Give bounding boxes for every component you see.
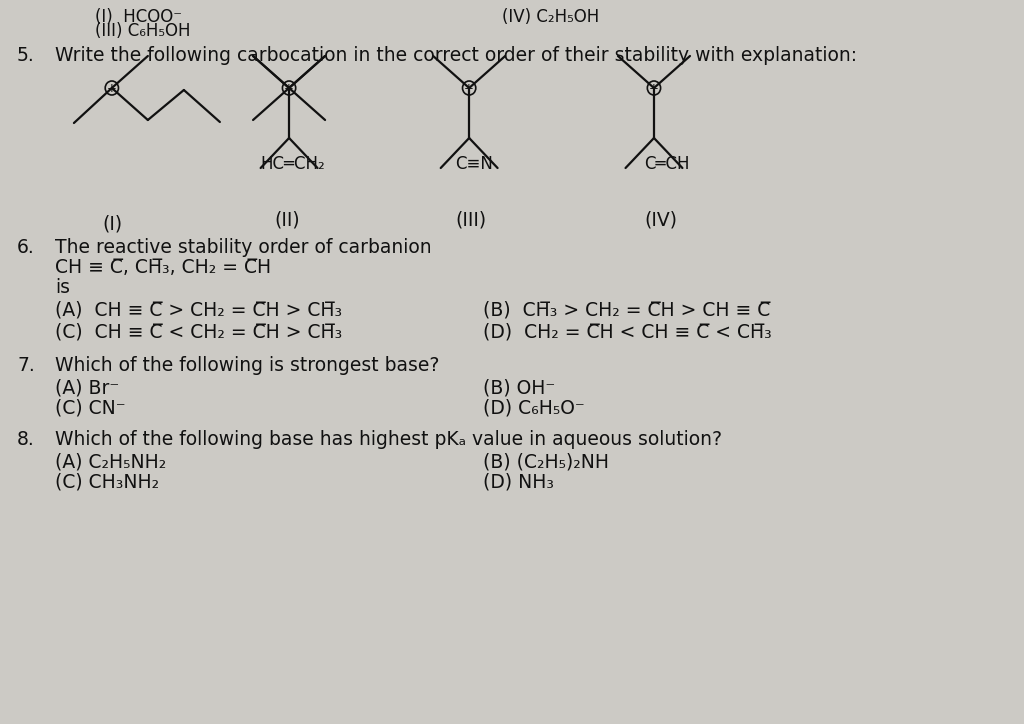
Text: (I)  HCOO⁻: (I) HCOO⁻ bbox=[95, 8, 182, 26]
Text: (A) Br⁻: (A) Br⁻ bbox=[55, 378, 119, 397]
Text: 8.: 8. bbox=[17, 430, 35, 449]
Text: C≡N: C≡N bbox=[455, 155, 493, 173]
Text: (A) C₂H₅NH₂: (A) C₂H₅NH₂ bbox=[55, 452, 166, 471]
Text: C═CH: C═CH bbox=[644, 155, 690, 173]
Text: 7.: 7. bbox=[17, 356, 35, 375]
Text: (D) NH₃: (D) NH₃ bbox=[483, 472, 554, 491]
Text: (I): (I) bbox=[102, 215, 123, 234]
Text: (D) C₆H₅O⁻: (D) C₆H₅O⁻ bbox=[483, 398, 585, 417]
Text: +: + bbox=[106, 82, 117, 95]
Text: (A)  CH ≡ C̅ > CH₂ = C̅H > CH̅₃: (A) CH ≡ C̅ > CH₂ = C̅H > CH̅₃ bbox=[55, 300, 342, 319]
Text: (IV): (IV) bbox=[644, 210, 678, 229]
Text: The reactive stability order of carbanion: The reactive stability order of carbanio… bbox=[55, 238, 431, 257]
Text: Which of the following is strongest base?: Which of the following is strongest base… bbox=[55, 356, 439, 375]
Text: +: + bbox=[464, 82, 474, 95]
Text: (C)  CH ≡ C̅ < CH₂ = C̅H > CH̅₃: (C) CH ≡ C̅ < CH₂ = C̅H > CH̅₃ bbox=[55, 322, 342, 341]
Text: (III) C₆H₅OH: (III) C₆H₅OH bbox=[95, 22, 190, 40]
Text: (B) (C₂H₅)₂NH: (B) (C₂H₅)₂NH bbox=[483, 452, 609, 471]
Text: (D)  CH₂ = C̅H < CH ≡ C̅ < CH̅₃: (D) CH₂ = C̅H < CH ≡ C̅ < CH̅₃ bbox=[483, 322, 772, 341]
Text: Which of the following base has highest pKₐ value in aqueous solution?: Which of the following base has highest … bbox=[55, 430, 722, 449]
Text: 6.: 6. bbox=[17, 238, 35, 257]
Text: HC═CH₂: HC═CH₂ bbox=[261, 155, 326, 173]
Text: +: + bbox=[649, 82, 658, 95]
Text: (C) CN⁻: (C) CN⁻ bbox=[55, 398, 126, 417]
Text: (C) CH₃NH₂: (C) CH₃NH₂ bbox=[55, 472, 159, 491]
Text: is: is bbox=[55, 278, 70, 297]
Text: +: + bbox=[284, 82, 294, 95]
Text: (III): (III) bbox=[455, 210, 486, 229]
Text: (B)  CH̅₃ > CH₂ = C̅H > CH ≡ C̅: (B) CH̅₃ > CH₂ = C̅H > CH ≡ C̅ bbox=[483, 300, 771, 319]
Text: 5.: 5. bbox=[17, 46, 35, 65]
Text: (IV) C₂H₅OH: (IV) C₂H₅OH bbox=[503, 8, 600, 26]
Text: (II): (II) bbox=[274, 210, 300, 229]
Text: CH ≡ C̅, CH̅₃, CH₂ = C̅H: CH ≡ C̅, CH̅₃, CH₂ = C̅H bbox=[55, 258, 271, 277]
Text: Write the following carbocation in the correct order of their stability with exp: Write the following carbocation in the c… bbox=[55, 46, 857, 65]
Text: (B) OH⁻: (B) OH⁻ bbox=[483, 378, 556, 397]
